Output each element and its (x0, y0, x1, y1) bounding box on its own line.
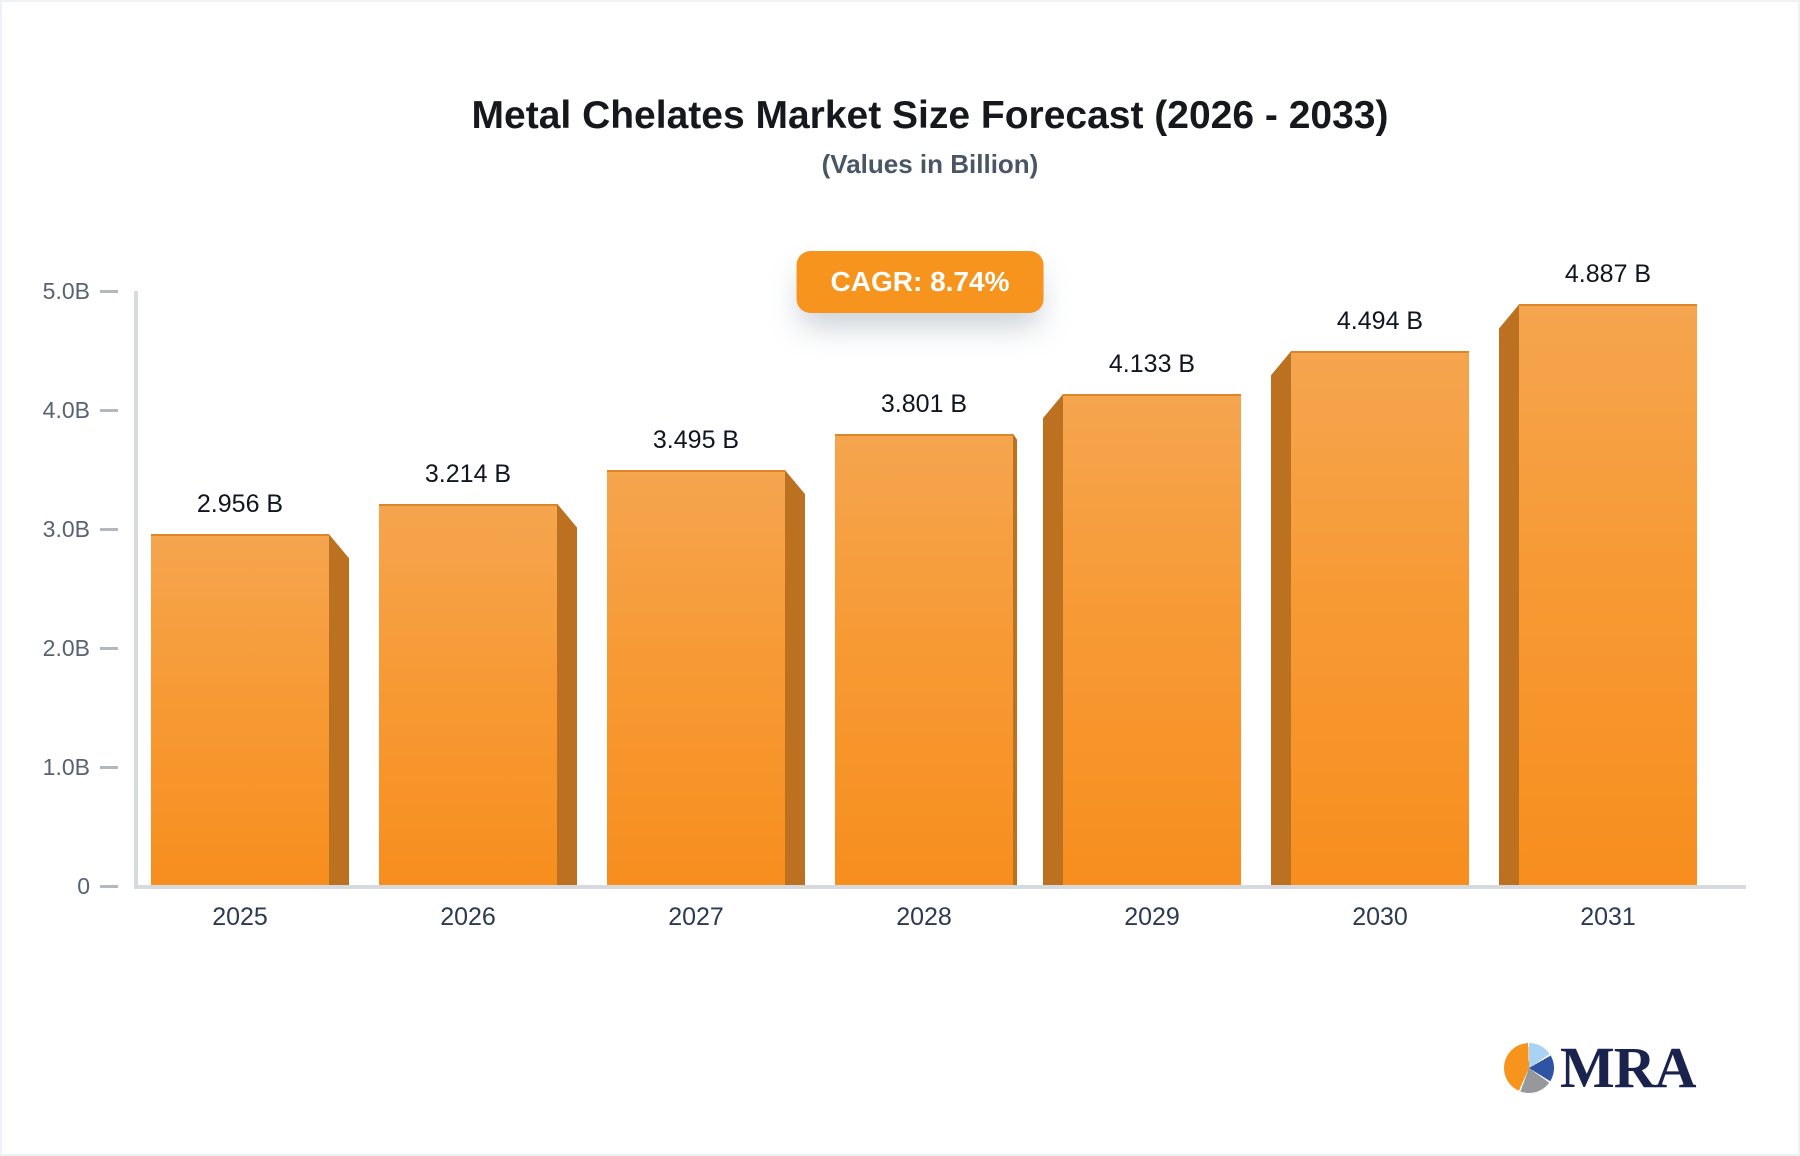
bar-2025 (151, 534, 329, 886)
bar-value-label-2027: 3.495 B (652, 426, 740, 455)
y-axis-tick (100, 527, 118, 531)
bar-value-label-2025: 2.956 B (196, 490, 284, 519)
bar-2025-3d-side (329, 534, 349, 886)
bar-2030 (1291, 351, 1469, 886)
bar-value-label-2026: 3.214 B (424, 459, 512, 488)
x-axis-label-2029: 2029 (1124, 903, 1180, 931)
y-axis-tick (100, 646, 118, 650)
bar-value-label-2030: 4.494 B (1336, 307, 1424, 336)
bar-2031 (1519, 304, 1697, 886)
y-axis-tick-label: 4.0B (42, 396, 90, 423)
bar-2030-3d-side (1271, 351, 1291, 886)
pie-chart-icon (1504, 1043, 1554, 1093)
x-axis-label-2025: 2025 (212, 903, 268, 931)
bar-value-label-2029: 4.133 B (1108, 350, 1196, 379)
bar-2031-3d-side (1499, 304, 1519, 886)
chart-title: Metal Chelates Market Size Forecast (202… (471, 94, 1389, 137)
y-axis-tick (100, 884, 118, 888)
bar-2029 (1063, 394, 1241, 886)
y-axis-tick-label: 1.0B (42, 753, 90, 780)
bar-2026 (379, 503, 557, 886)
y-axis-tick (100, 408, 118, 412)
bar-value-label-2031: 4.887 B (1564, 260, 1652, 289)
x-axis-label-2026: 2026 (440, 903, 496, 931)
y-axis-tick-label: 3.0B (42, 515, 90, 542)
brand-logo: MRA (1504, 1035, 1697, 1100)
x-axis-label-2028: 2028 (896, 903, 952, 931)
bar-2026-3d-side (557, 503, 577, 886)
x-axis-label-2027: 2027 (668, 903, 724, 931)
bar-2028-3d-side (1013, 433, 1017, 886)
bar-2028 (835, 433, 1013, 886)
y-axis-tick-label: 0 (77, 872, 90, 899)
cagr-badge: CAGR: 8.74% (796, 251, 1044, 313)
y-axis-tick (100, 765, 118, 769)
bar-2027-3d-side (785, 470, 805, 886)
bar-2027 (607, 470, 785, 886)
x-axis-label-2031: 2031 (1580, 903, 1636, 931)
x-axis-line (134, 885, 1746, 889)
x-axis-label-2030: 2030 (1352, 903, 1408, 931)
y-axis-tick-label: 2.0B (42, 634, 90, 661)
y-axis-tick (100, 289, 118, 293)
bar-value-label-2028: 3.801 B (880, 389, 968, 418)
y-axis-line (134, 291, 138, 886)
brand-name: MRA (1560, 1035, 1697, 1100)
y-axis-tick-label: 5.0B (42, 277, 90, 304)
chart-subtitle: (Values in Billion) (821, 149, 1039, 179)
bar-2029-3d-side (1043, 394, 1063, 886)
